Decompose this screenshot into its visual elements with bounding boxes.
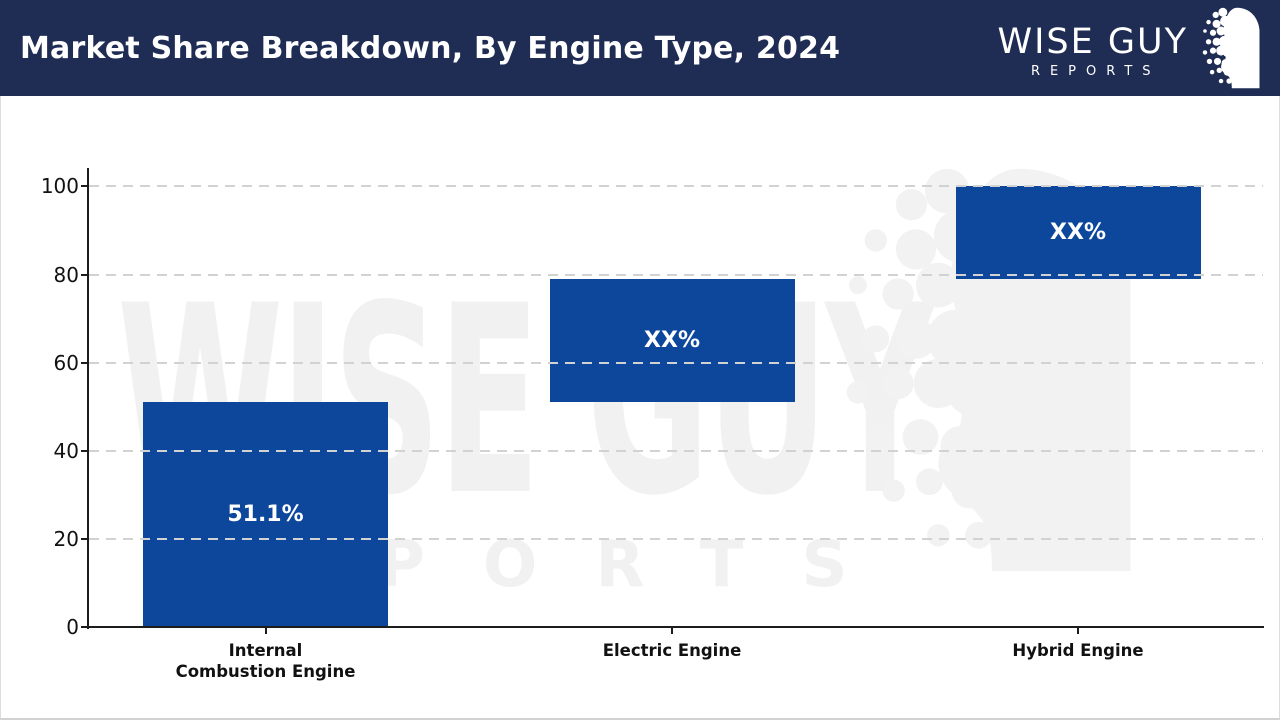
y-tick-0 bbox=[81, 626, 87, 628]
y-tick-40 bbox=[81, 449, 87, 452]
x-category-label-line: Combustion Engine bbox=[175, 662, 356, 681]
y-tick-label-20: 20 bbox=[53, 526, 79, 551]
gridline-40 bbox=[89, 449, 1263, 452]
y-tick-20 bbox=[81, 537, 87, 540]
bar-value-label: XX% bbox=[1050, 220, 1106, 246]
chart-area: WISE GUY REPORTS 51.1% XX% XX% 0 20 40 60 80 100… bbox=[0, 96, 1280, 720]
y-tick-label-80: 80 bbox=[53, 262, 79, 287]
y-tick-80 bbox=[81, 273, 87, 276]
x-category-label: Electric Engine bbox=[542, 640, 802, 661]
header-bar: Market Share Breakdown, By Engine Type, … bbox=[0, 0, 1280, 96]
brand-subname: REPORTS bbox=[1030, 64, 1161, 79]
x-axis-spine bbox=[87, 626, 1264, 628]
page-title: Market Share Breakdown, By Engine Type, … bbox=[20, 30, 841, 66]
bar-electric-engine: XX% bbox=[549, 278, 795, 402]
gridline-20 bbox=[89, 537, 1263, 540]
bar-internal-combustion-engine: 51.1% bbox=[143, 401, 388, 627]
x-category-label-line: Internal bbox=[228, 641, 303, 660]
y-tick-label-60: 60 bbox=[53, 350, 79, 375]
y-tick-60 bbox=[81, 361, 87, 364]
x-category-label-line: Electric Engine bbox=[602, 641, 742, 660]
gridline-100 bbox=[89, 185, 1263, 188]
brand-name: WISE GUY bbox=[997, 22, 1188, 62]
y-tick-label-100: 100 bbox=[40, 174, 79, 199]
gridline-60 bbox=[89, 361, 1263, 364]
x-category-label: Internal Combustion Engine bbox=[136, 640, 396, 682]
y-tick-label-0: 0 bbox=[66, 615, 79, 639]
x-tick-2 bbox=[671, 628, 673, 634]
y-tick-label-40: 40 bbox=[53, 438, 79, 463]
y-axis-spine bbox=[87, 168, 89, 629]
x-category-label-line: Hybrid Engine bbox=[1012, 641, 1144, 660]
brand-head-icon bbox=[1202, 7, 1260, 89]
bar-value-label: 51.1% bbox=[227, 501, 304, 527]
bar-hybrid-engine: XX% bbox=[955, 186, 1201, 279]
gridline-80 bbox=[89, 273, 1263, 276]
bar-value-label: XX% bbox=[644, 327, 700, 353]
brand-logo-text: WISE GUY REPORTS bbox=[997, 22, 1188, 79]
x-category-label: Hybrid Engine bbox=[948, 640, 1208, 661]
brand-logo: WISE GUY REPORTS bbox=[997, 0, 1272, 96]
x-tick-3 bbox=[1077, 628, 1079, 634]
y-tick-100 bbox=[81, 185, 87, 188]
x-tick-1 bbox=[264, 628, 267, 634]
